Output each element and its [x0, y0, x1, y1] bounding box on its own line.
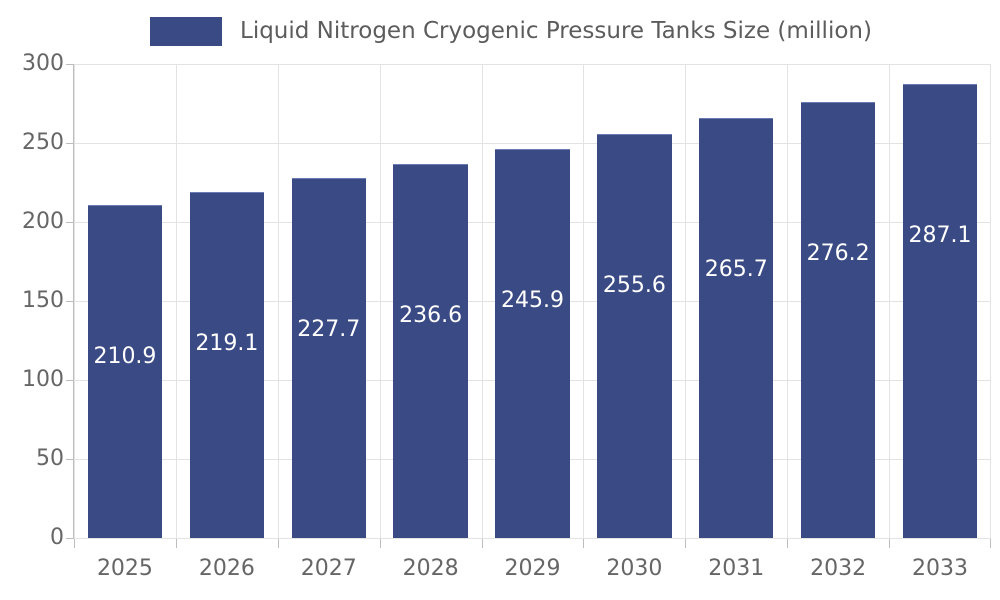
legend-swatch-series-1[interactable]	[150, 16, 222, 46]
bar-value-label: 287.1	[908, 223, 972, 249]
x-axis-tick-label: 2025	[96, 556, 153, 581]
bar[interactable]	[902, 84, 978, 538]
y-axis-tick-label: 100	[22, 367, 64, 392]
x-axis-tick-label: 2027	[300, 556, 357, 581]
x-axis-tick	[889, 539, 891, 548]
bar[interactable]	[291, 178, 366, 538]
gridline-horizontal	[74, 538, 991, 539]
y-axis-tick	[66, 143, 74, 144]
gridline-vertical	[889, 64, 891, 538]
x-axis-tick-label: 2030	[606, 556, 663, 581]
chart-legend[interactable]: Liquid Nitrogen Cryogenic Pressure Tanks…	[150, 14, 872, 48]
gridline-vertical	[379, 64, 381, 538]
gridline-vertical	[583, 64, 585, 538]
x-axis-tick-label: 2032	[810, 556, 867, 581]
x-axis-tick	[685, 539, 687, 548]
x-axis-tick	[787, 539, 789, 548]
bar-value-label: 227.7	[297, 317, 361, 343]
gridline-vertical	[685, 64, 687, 538]
bar-value-label: 265.7	[704, 257, 768, 283]
gridline-vertical	[990, 64, 991, 538]
bar[interactable]	[189, 191, 265, 538]
y-axis-tick	[66, 538, 74, 539]
gridline-horizontal	[74, 143, 991, 144]
bar[interactable]	[495, 149, 570, 538]
legend-label-series-1: Liquid Nitrogen Cryogenic Pressure Tanks…	[240, 17, 872, 44]
y-axis-tick-labels: 0 50 100 150 200 250 300	[0, 0, 64, 600]
gridline-vertical	[175, 64, 177, 538]
gridline-vertical	[74, 64, 75, 538]
x-axis-tick	[175, 539, 177, 548]
y-axis-tick-label: 0	[50, 525, 64, 550]
y-axis-tick	[66, 459, 74, 460]
y-axis-tick-label: 300	[22, 51, 64, 76]
x-axis-tick	[583, 539, 585, 548]
bar[interactable]	[87, 204, 163, 538]
x-axis-tick	[990, 539, 991, 548]
bar-value-label: 210.9	[93, 343, 157, 369]
y-axis-tick	[66, 222, 74, 223]
y-axis-tick-label: 250	[22, 130, 64, 155]
gridline-vertical	[481, 64, 483, 538]
bar[interactable]	[699, 118, 774, 538]
x-axis-tick-label: 2028	[402, 556, 459, 581]
x-axis-tick-label: 2029	[504, 556, 561, 581]
x-axis-tick-label: 2031	[708, 556, 765, 581]
x-axis-tick	[277, 539, 279, 548]
plot-area: 210.9 219.1 227.7 236.6 245.9 255.6 265.7 276.2…	[74, 64, 991, 539]
x-axis-tick-label: 2026	[198, 556, 255, 581]
bar-value-label: 255.6	[602, 273, 666, 299]
bar[interactable]	[800, 101, 876, 538]
y-axis-tick	[66, 64, 74, 65]
gridline-horizontal	[74, 64, 991, 65]
x-axis-tick-label: 2033	[912, 556, 969, 581]
bar-value-label: 219.1	[195, 330, 259, 356]
gridline-vertical	[277, 64, 279, 538]
y-axis-tick-label: 200	[22, 209, 64, 234]
x-axis-tick	[481, 539, 483, 548]
y-axis-tick-label: 150	[22, 288, 64, 313]
x-axis-tick	[74, 539, 75, 548]
bar-value-label: 236.6	[399, 303, 463, 329]
bar-value-label: 276.2	[806, 240, 870, 266]
bar[interactable]	[393, 164, 468, 538]
bar[interactable]	[597, 134, 672, 538]
gridline-vertical	[787, 64, 789, 538]
y-axis-tick	[66, 380, 74, 381]
bar-value-label: 245.9	[501, 288, 564, 314]
y-axis-tick	[66, 301, 74, 302]
y-axis-tick-label: 50	[36, 446, 64, 471]
x-axis-tick	[379, 539, 381, 548]
